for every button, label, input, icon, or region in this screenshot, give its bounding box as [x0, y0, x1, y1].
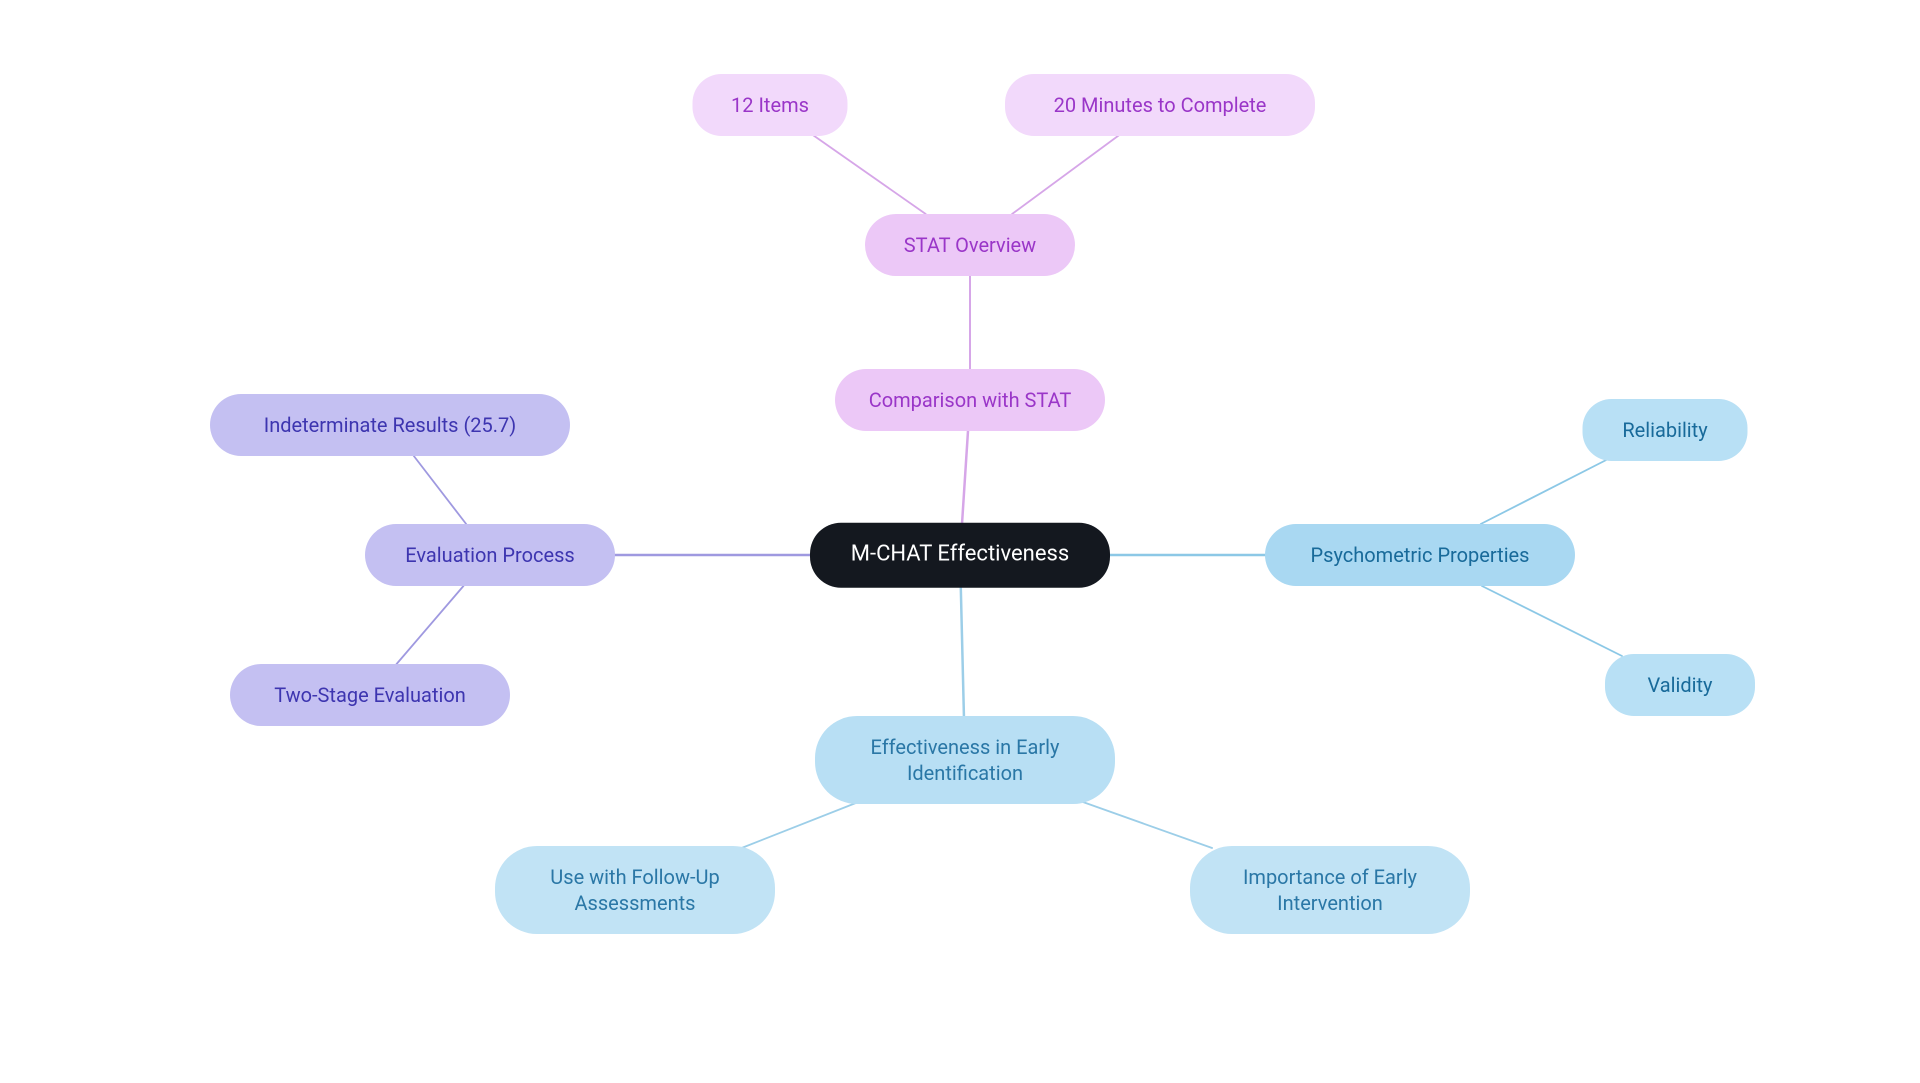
node-12-items: 12 Items — [693, 74, 848, 136]
node-early-intervention: Importance of Early Intervention — [1190, 846, 1470, 934]
node-two-stage: Two-Stage Evaluation — [230, 664, 510, 726]
node-effectiveness-early: Effectiveness in Early Identification — [815, 716, 1115, 804]
node-evaluation-process: Evaluation Process — [365, 524, 615, 586]
node-20-minutes: 20 Minutes to Complete — [1005, 74, 1315, 136]
node-center: M-CHAT Effectiveness — [810, 523, 1110, 588]
node-followup: Use with Follow-Up Assessments — [495, 846, 775, 934]
node-validity: Validity — [1605, 654, 1755, 716]
node-indeterminate: Indeterminate Results (25.7) — [210, 394, 570, 456]
node-reliability: Reliability — [1583, 399, 1748, 461]
mindmap-canvas: M-CHAT Effectiveness Comparison with STA… — [0, 0, 1920, 1083]
node-comparison-stat: Comparison with STAT — [835, 369, 1105, 431]
node-psychometric: Psychometric Properties — [1265, 524, 1575, 586]
node-stat-overview: STAT Overview — [865, 214, 1075, 276]
